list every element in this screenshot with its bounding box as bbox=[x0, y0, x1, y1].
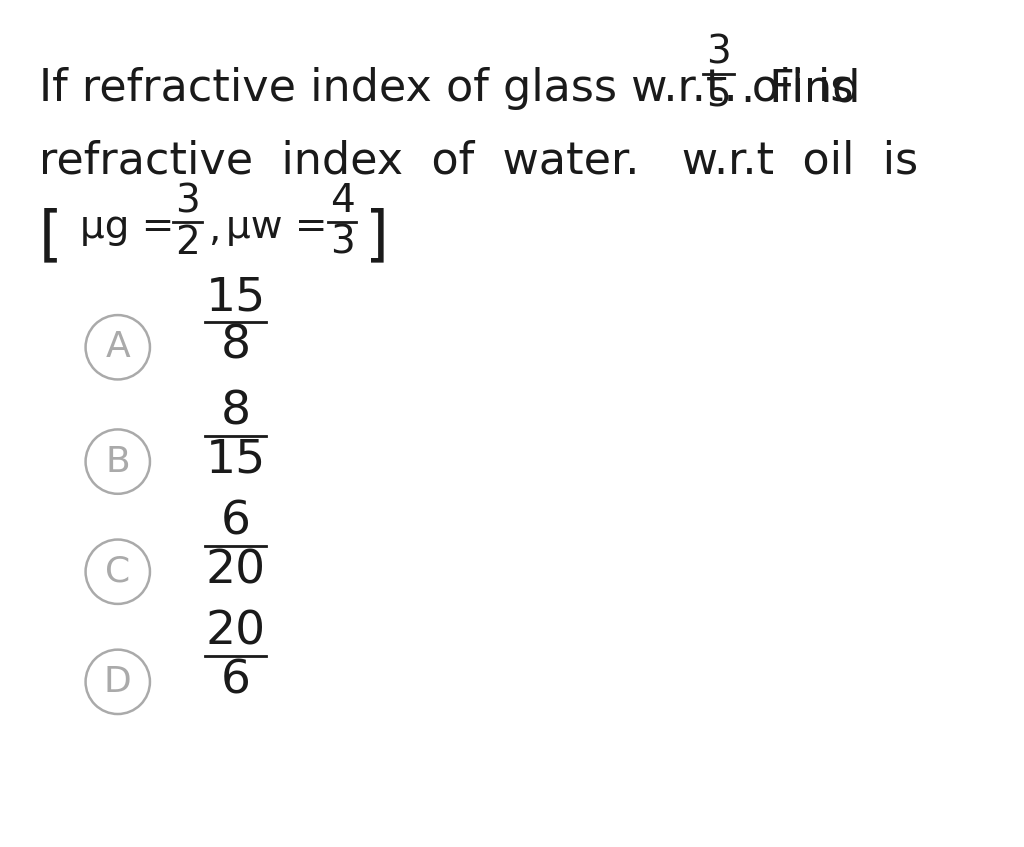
Text: B: B bbox=[105, 445, 130, 479]
Text: . Find: . Find bbox=[741, 68, 861, 110]
Text: 20: 20 bbox=[206, 548, 265, 593]
Text: 4: 4 bbox=[330, 182, 354, 220]
Text: 15: 15 bbox=[206, 275, 265, 320]
Text: ]: ] bbox=[365, 208, 388, 267]
Text: μg =: μg = bbox=[80, 208, 186, 246]
Text: ,: , bbox=[208, 210, 220, 247]
Text: A: A bbox=[105, 330, 130, 364]
Text: 6: 6 bbox=[220, 658, 251, 703]
Text: 15: 15 bbox=[206, 438, 265, 483]
Text: 8: 8 bbox=[220, 324, 251, 368]
Text: 5: 5 bbox=[707, 75, 731, 113]
Text: 2: 2 bbox=[175, 224, 200, 262]
Text: 8: 8 bbox=[220, 390, 251, 435]
Text: 3: 3 bbox=[707, 34, 731, 72]
Text: C: C bbox=[105, 555, 130, 589]
Text: 6: 6 bbox=[220, 500, 251, 545]
Text: refractive  index  of  water.   w.r.t  oil  is: refractive index of water. w.r.t oil is bbox=[39, 140, 919, 182]
Text: 3: 3 bbox=[330, 224, 354, 262]
Text: 20: 20 bbox=[206, 610, 265, 655]
Text: D: D bbox=[103, 665, 132, 699]
Text: [: [ bbox=[39, 208, 62, 267]
Text: μw =: μw = bbox=[226, 208, 340, 246]
Text: 3: 3 bbox=[175, 182, 200, 220]
Text: If refractive index of glass w.r.t. oil is: If refractive index of glass w.r.t. oil … bbox=[39, 68, 853, 110]
